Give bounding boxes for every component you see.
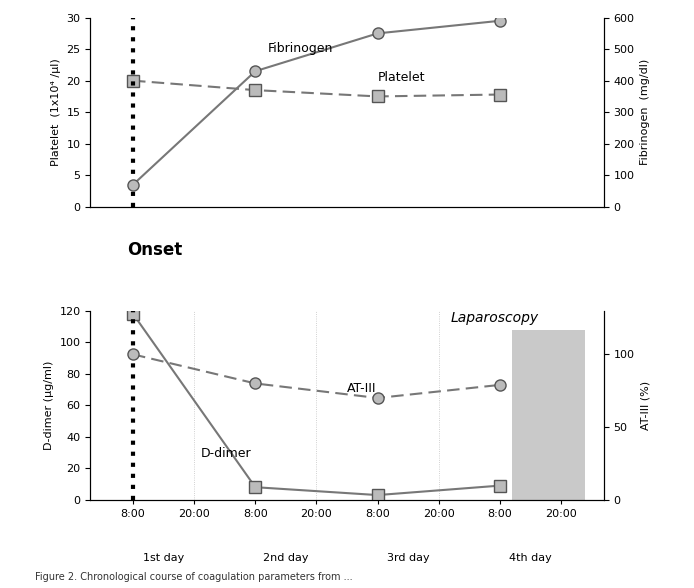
Y-axis label: D-dimer (μg/ml): D-dimer (μg/ml) xyxy=(44,360,54,450)
Y-axis label: AT-III (%): AT-III (%) xyxy=(640,380,650,430)
Text: AT-III: AT-III xyxy=(347,382,377,395)
Text: Onset: Onset xyxy=(127,240,182,259)
Text: 2nd day: 2nd day xyxy=(263,553,309,563)
Text: Figure 2. Chronological course of coagulation parameters from ...: Figure 2. Chronological course of coagul… xyxy=(35,572,353,582)
Text: Platelet: Platelet xyxy=(378,71,425,84)
Y-axis label: Fibrinogen  (mg/dl): Fibrinogen (mg/dl) xyxy=(640,59,650,165)
Text: Laparoscopy: Laparoscopy xyxy=(451,311,539,325)
Text: Fibrinogen: Fibrinogen xyxy=(267,42,333,55)
Bar xyxy=(512,330,586,500)
Text: D-dimer: D-dimer xyxy=(201,447,251,460)
Text: 3rd day: 3rd day xyxy=(387,553,430,563)
Text: 1st day: 1st day xyxy=(143,553,184,563)
Text: 4th day: 4th day xyxy=(509,553,552,563)
Y-axis label: Platelet  (1x10⁴ /μl): Platelet (1x10⁴ /μl) xyxy=(51,58,61,166)
